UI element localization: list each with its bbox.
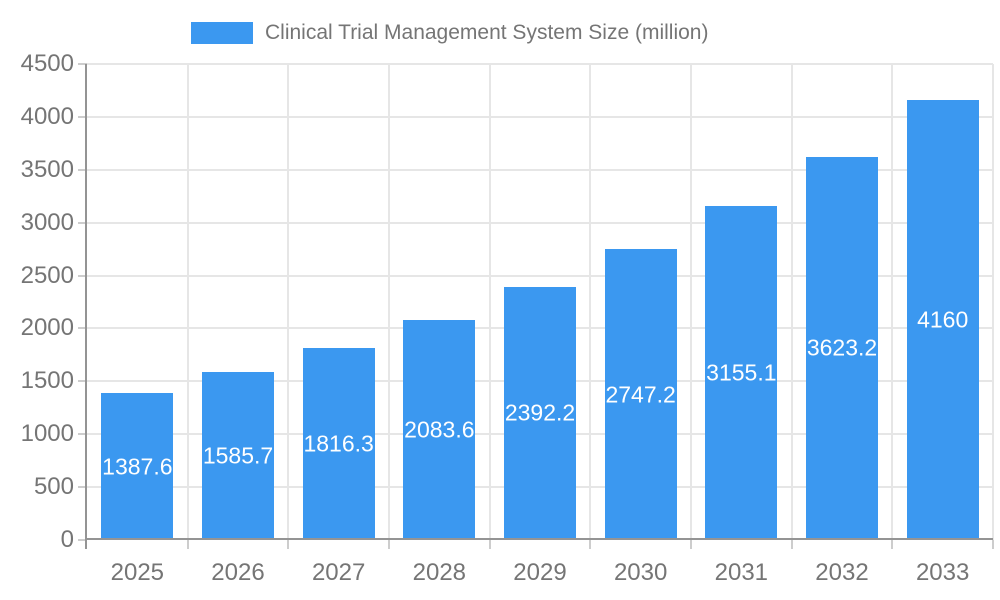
x-axis-label: 2031 xyxy=(714,559,769,586)
x-axis-label: 2028 xyxy=(412,559,467,586)
y-tick xyxy=(78,433,87,436)
legend-swatch xyxy=(191,22,253,44)
bar-value-label: 2392.2 xyxy=(504,399,576,426)
y-axis-label: 0 xyxy=(60,526,74,553)
bar[interactable] xyxy=(806,156,878,538)
y-axis-line xyxy=(85,64,87,549)
v-gridline xyxy=(589,64,592,540)
y-axis-label: 2000 xyxy=(20,314,74,342)
v-gridline xyxy=(287,64,290,540)
bar-value-label: 1816.3 xyxy=(303,430,374,457)
y-axis-label: 1500 xyxy=(20,367,74,395)
bar[interactable] xyxy=(705,206,778,538)
x-axis-label: 2026 xyxy=(211,559,265,586)
y-tick xyxy=(78,486,87,489)
v-gridline xyxy=(992,64,994,540)
x-axis-line xyxy=(87,538,993,540)
v-gridline xyxy=(186,64,189,540)
x-tick xyxy=(287,540,290,549)
v-gridline xyxy=(891,64,894,540)
y-axis-label: 4500 xyxy=(20,50,74,77)
bar-value-label: 3623.2 xyxy=(806,334,878,361)
y-tick xyxy=(78,380,87,383)
x-axis-label: 2029 xyxy=(513,559,567,586)
h-gridline xyxy=(87,63,993,65)
v-gridline xyxy=(488,64,491,540)
bar[interactable] xyxy=(101,393,174,538)
bar[interactable] xyxy=(302,347,375,538)
v-gridline xyxy=(690,64,692,540)
x-axis-label: 2027 xyxy=(311,559,366,586)
x-axis-label: 2030 xyxy=(613,559,668,586)
y-axis-label: 3000 xyxy=(20,208,74,236)
v-gridline xyxy=(388,64,390,540)
x-axis-label: 2025 xyxy=(110,559,165,586)
x-axis-label: 2033 xyxy=(915,559,970,586)
x-tick xyxy=(589,540,592,549)
bar-value-label: 3155.1 xyxy=(706,359,777,386)
bar[interactable] xyxy=(504,286,576,538)
h-gridline xyxy=(87,221,993,224)
h-gridline xyxy=(87,168,993,171)
y-axis-label: 1000 xyxy=(20,420,74,448)
bar[interactable] xyxy=(604,249,677,538)
h-gridline xyxy=(87,115,993,118)
y-tick xyxy=(78,63,87,65)
bar-value-label: 1585.7 xyxy=(202,442,274,469)
bar[interactable] xyxy=(202,372,274,538)
x-tick xyxy=(186,540,189,549)
h-gridline xyxy=(87,274,993,277)
x-tick xyxy=(891,540,894,549)
bar-value-label: 4160 xyxy=(917,306,969,333)
y-tick xyxy=(78,115,87,118)
bar[interactable] xyxy=(403,319,476,538)
chart-title: Clinical Trial Management System Size (m… xyxy=(265,21,709,44)
y-axis-label: 4000 xyxy=(20,102,74,130)
x-tick xyxy=(790,540,793,549)
y-tick xyxy=(78,168,87,171)
y-axis-label: 2500 xyxy=(20,261,74,289)
y-axis-label: 3500 xyxy=(20,155,74,183)
y-tick xyxy=(78,327,87,330)
x-tick xyxy=(992,540,994,549)
bar[interactable] xyxy=(906,99,979,538)
y-tick xyxy=(78,274,87,277)
y-axis-label: 500 xyxy=(33,473,74,501)
x-tick xyxy=(488,540,491,549)
y-tick xyxy=(78,221,87,224)
bar-value-label: 1387.6 xyxy=(102,453,173,480)
bar-value-label: 2083.6 xyxy=(404,416,475,443)
x-tick xyxy=(388,540,390,549)
x-tick xyxy=(690,540,692,549)
v-gridline xyxy=(790,64,793,540)
legend[interactable]: Clinical Trial Management System Size (m… xyxy=(191,21,708,45)
x-axis-label: 2032 xyxy=(815,559,869,586)
bar-value-label: 2747.2 xyxy=(605,381,676,408)
y-tick xyxy=(78,539,87,541)
